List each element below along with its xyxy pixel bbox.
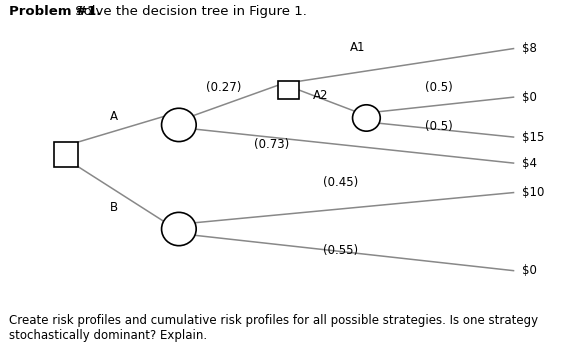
Ellipse shape <box>353 105 380 131</box>
Text: (0.5): (0.5) <box>425 120 452 133</box>
Text: Problem #1.: Problem #1. <box>9 5 101 18</box>
Text: (0.27): (0.27) <box>206 82 242 94</box>
FancyBboxPatch shape <box>278 81 299 99</box>
Text: B: B <box>110 201 118 213</box>
Text: A2: A2 <box>313 90 328 102</box>
Text: Create risk profiles and cumulative risk profiles for all possible strategies. I: Create risk profiles and cumulative risk… <box>9 314 538 342</box>
Text: (0.5): (0.5) <box>425 82 452 94</box>
Text: (0.73): (0.73) <box>253 138 289 151</box>
Ellipse shape <box>162 212 196 246</box>
Text: $0: $0 <box>522 91 537 104</box>
Text: $0: $0 <box>522 264 537 277</box>
FancyBboxPatch shape <box>54 142 78 167</box>
Text: (0.45): (0.45) <box>323 176 358 189</box>
Text: $8: $8 <box>522 42 537 55</box>
Ellipse shape <box>162 108 196 142</box>
Text: $4: $4 <box>522 157 537 170</box>
Text: A: A <box>110 110 118 123</box>
Text: A1: A1 <box>350 41 365 54</box>
Text: $15: $15 <box>522 130 545 144</box>
Text: $10: $10 <box>522 186 545 199</box>
Text: Solve the decision tree in Figure 1.: Solve the decision tree in Figure 1. <box>71 5 307 18</box>
Text: (0.55): (0.55) <box>323 245 358 257</box>
